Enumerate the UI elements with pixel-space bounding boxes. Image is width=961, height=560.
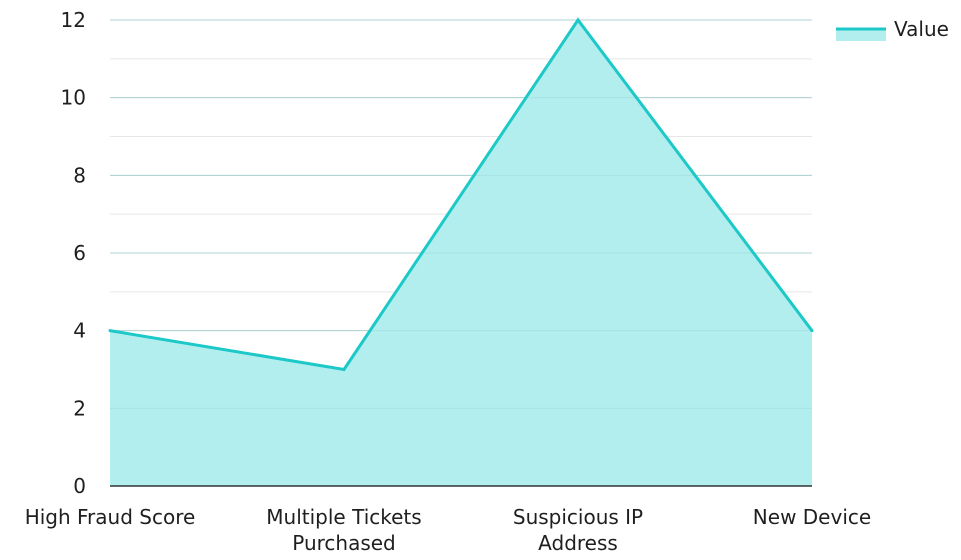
y-tick-label: 12 [61, 8, 86, 32]
legend: Value [836, 17, 949, 41]
series-area [108, 17, 814, 486]
x-tick-label: Multiple Tickets Purchased [266, 505, 421, 555]
data-point-4 [810, 329, 814, 333]
y-tick-label: 0 [73, 474, 86, 498]
y-tick-label: 6 [73, 241, 86, 265]
y-tick-label: 10 [61, 86, 86, 110]
data-point-1 [108, 329, 112, 333]
data-point-3 [576, 18, 580, 22]
legend-label: Value [894, 17, 949, 41]
legend-swatch-fill [836, 29, 886, 41]
y-tick-label: 2 [73, 396, 86, 420]
x-tick-label: New Device [753, 505, 871, 529]
x-tick-label: High Fraud Score [25, 505, 196, 529]
x-axis-tick-labels: High Fraud Score Multiple Tickets Purchase… [25, 505, 872, 555]
series-line [109, 17, 814, 372]
y-axis-tick-labels: 0 2 4 6 8 10 12 [61, 8, 86, 498]
y-tick-label: 4 [73, 319, 86, 343]
y-tick-label: 8 [73, 163, 86, 187]
data-point-2 [342, 368, 346, 371]
x-tick-label: Suspicious IP Address [513, 505, 643, 555]
